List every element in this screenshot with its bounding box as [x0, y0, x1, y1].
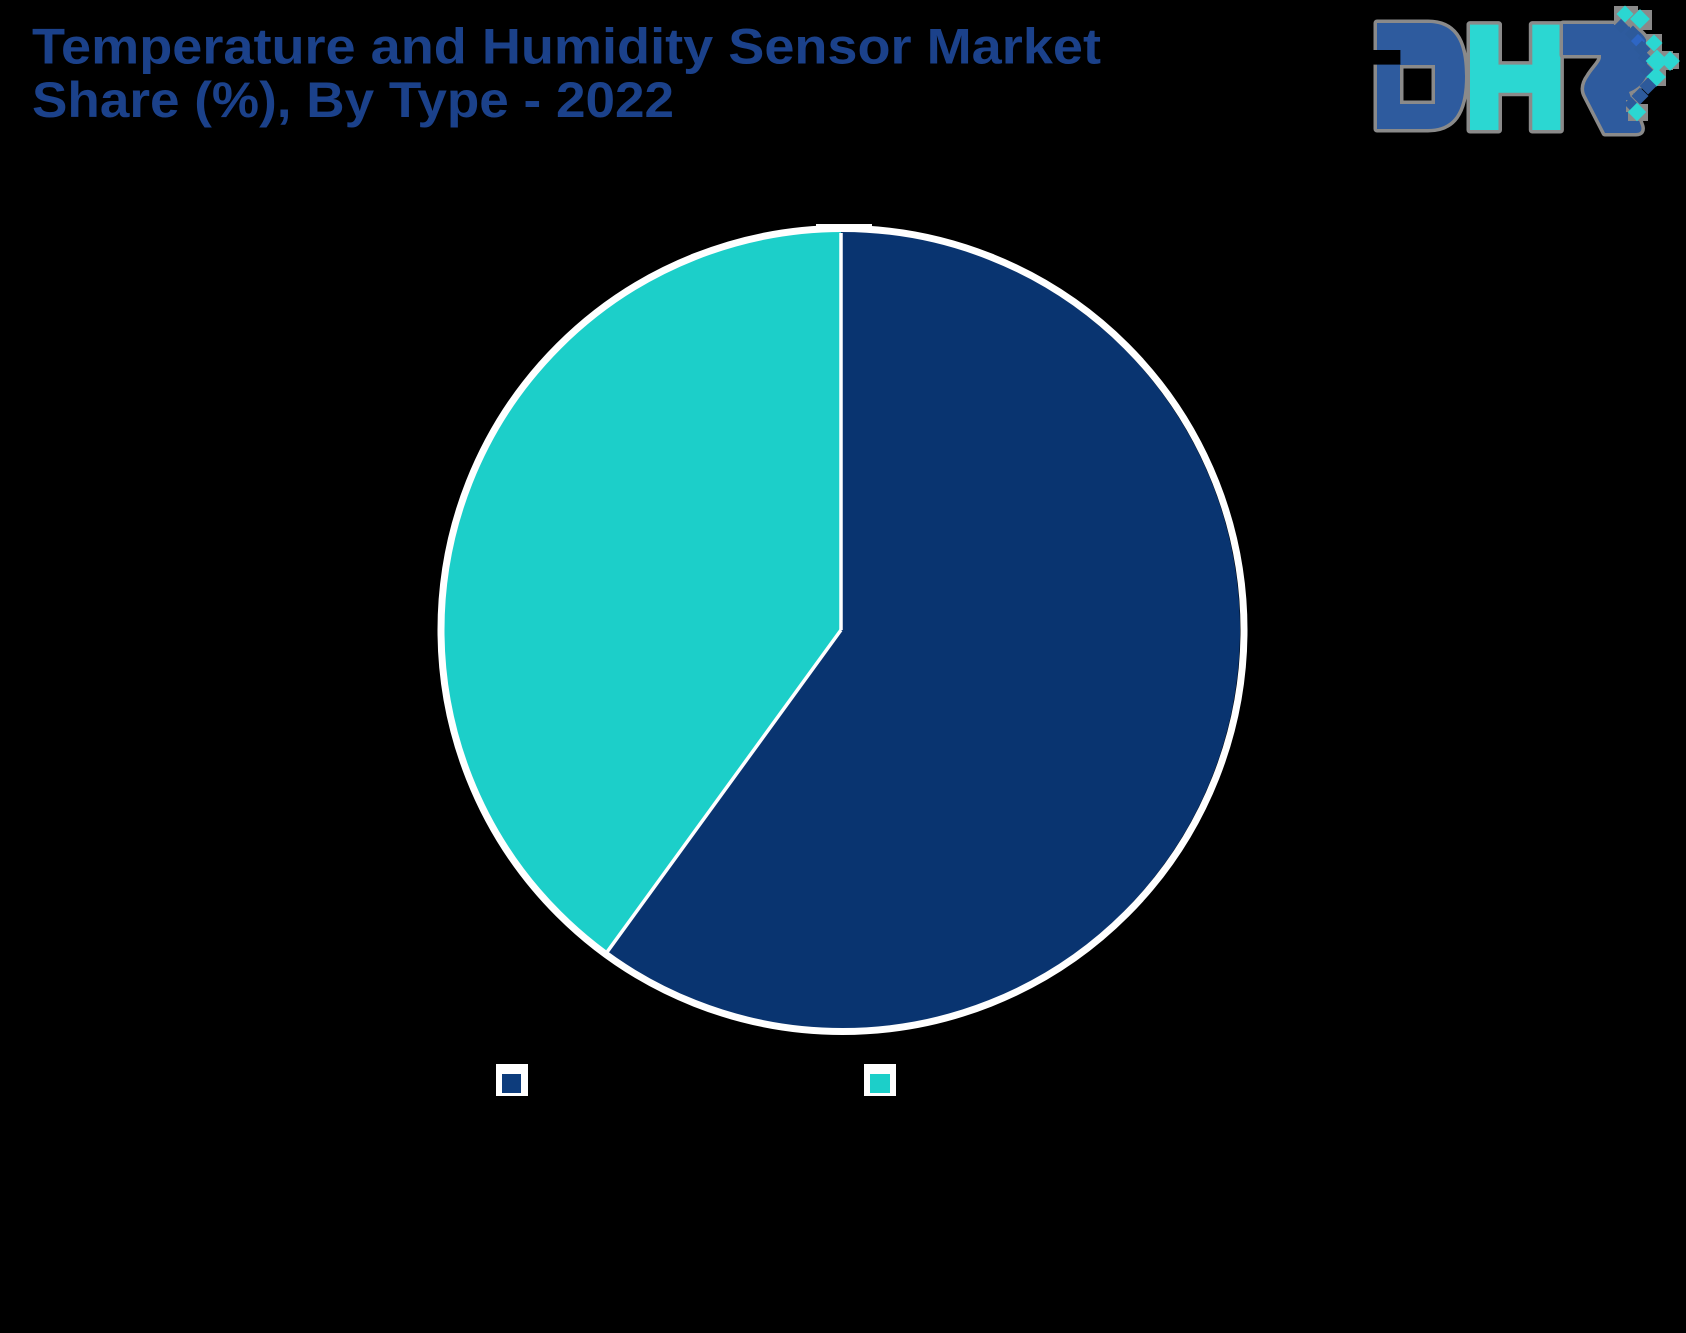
svg-text:Share (%), By Type - 2022: Share (%), By Type - 2022: [32, 72, 674, 128]
svg-text:Temperature and Humidity Senso: Temperature and Humidity Sensor Market: [32, 19, 1101, 75]
